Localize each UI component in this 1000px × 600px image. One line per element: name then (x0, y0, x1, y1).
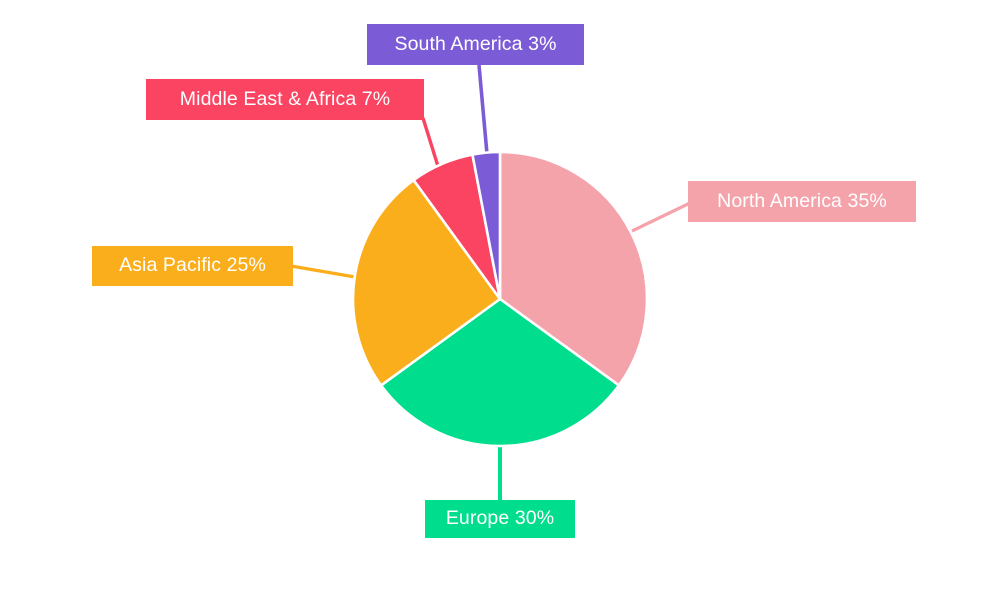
pie-label-south-america[interactable]: South America 3% (367, 24, 584, 65)
pie-slice-north-america[interactable] (498, 150, 649, 387)
pie-wedges (351, 150, 649, 448)
pie-label-europe[interactable]: Europe 30% (425, 500, 575, 538)
pie-label-asia-pacific[interactable]: Asia Pacific 25% (92, 246, 293, 286)
leader-line-south-america (477, 64, 489, 155)
pie-slice-asia-pacific[interactable] (351, 178, 502, 387)
leader-line-asia-pacific (290, 264, 356, 279)
pie-slice-europe[interactable] (379, 297, 621, 448)
leader-line-north-america (631, 201, 691, 233)
pie-label-middle-east-africa[interactable]: Middle East & Africa 7% (146, 79, 424, 120)
pie-label-north-america[interactable]: North America 35% (688, 181, 916, 222)
pie-slice-south-america[interactable] (471, 150, 502, 301)
